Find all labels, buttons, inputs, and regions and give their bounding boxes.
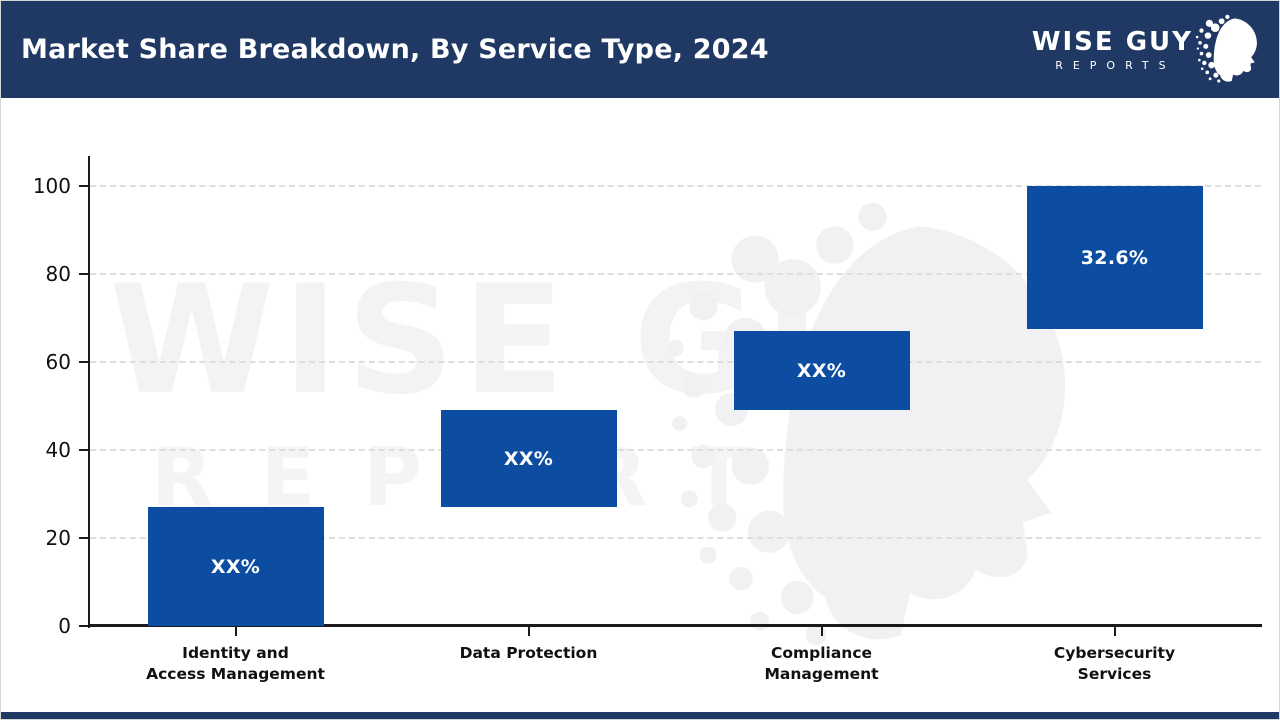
wiseguy-logo-text: WISE GUY REPORTS <box>1032 28 1193 72</box>
header-bar: Market Share Breakdown, By Service Type,… <box>1 1 1279 98</box>
gridline-60 <box>90 361 1261 363</box>
x-tick <box>234 626 237 636</box>
gridline-80 <box>90 273 1261 275</box>
bar-segment: XX% <box>147 507 324 626</box>
chart-area: WISE GUY REPORTS 020406080100XX%Identity… <box>1 98 1279 714</box>
y-tick-label-80: 80 <box>45 262 71 286</box>
y-tick-40 <box>79 449 89 451</box>
y-tick-label-40: 40 <box>45 438 71 462</box>
y-tick-label-60: 60 <box>45 350 71 374</box>
bar-segment: XX% <box>733 331 910 411</box>
plot-area: 0 20 40 60 80 100 XX% Identity and Access Manag… <box>33 156 1262 683</box>
footer-bar <box>1 712 1279 719</box>
category-label: Identity and Access Management <box>146 644 325 683</box>
x-tick <box>820 626 823 636</box>
logo-subtitle: REPORTS <box>1055 58 1176 72</box>
wiseguy-logo: WISE GUY REPORTS <box>1032 7 1267 93</box>
bar-segment: 32.6% <box>1026 186 1203 330</box>
bar-value-label: XX% <box>210 555 261 578</box>
category-label: Cybersecurity Services <box>1053 644 1176 683</box>
bar-value-label: XX% <box>503 447 554 470</box>
x-tick <box>527 626 530 636</box>
y-tick-20 <box>79 537 89 539</box>
category-label: Compliance Management <box>764 644 879 683</box>
y-axis <box>88 156 90 628</box>
y-tick-0 <box>79 625 89 627</box>
wiseguy-face-icon <box>1195 12 1267 88</box>
bar-segment: XX% <box>440 410 617 508</box>
y-tick-label-20: 20 <box>45 526 71 550</box>
x-axis <box>88 624 1262 627</box>
gridline-20 <box>90 537 1261 539</box>
y-tick-label-0: 0 <box>58 614 71 638</box>
gridline-100 <box>90 185 1261 187</box>
gridline-40 <box>90 449 1261 451</box>
category-label: Data Protection <box>459 644 598 662</box>
chart-title: Market Share Breakdown, By Service Type,… <box>21 34 769 65</box>
bar-value-label: 32.6% <box>1080 246 1149 269</box>
y-tick-80 <box>79 273 89 275</box>
x-tick <box>1113 626 1116 636</box>
y-tick-label-100: 100 <box>32 174 71 198</box>
logo-wordmark: WISE GUY <box>1031 27 1193 58</box>
bar-value-label: XX% <box>796 359 847 382</box>
y-tick-60 <box>79 361 89 363</box>
y-tick-100 <box>79 185 89 187</box>
